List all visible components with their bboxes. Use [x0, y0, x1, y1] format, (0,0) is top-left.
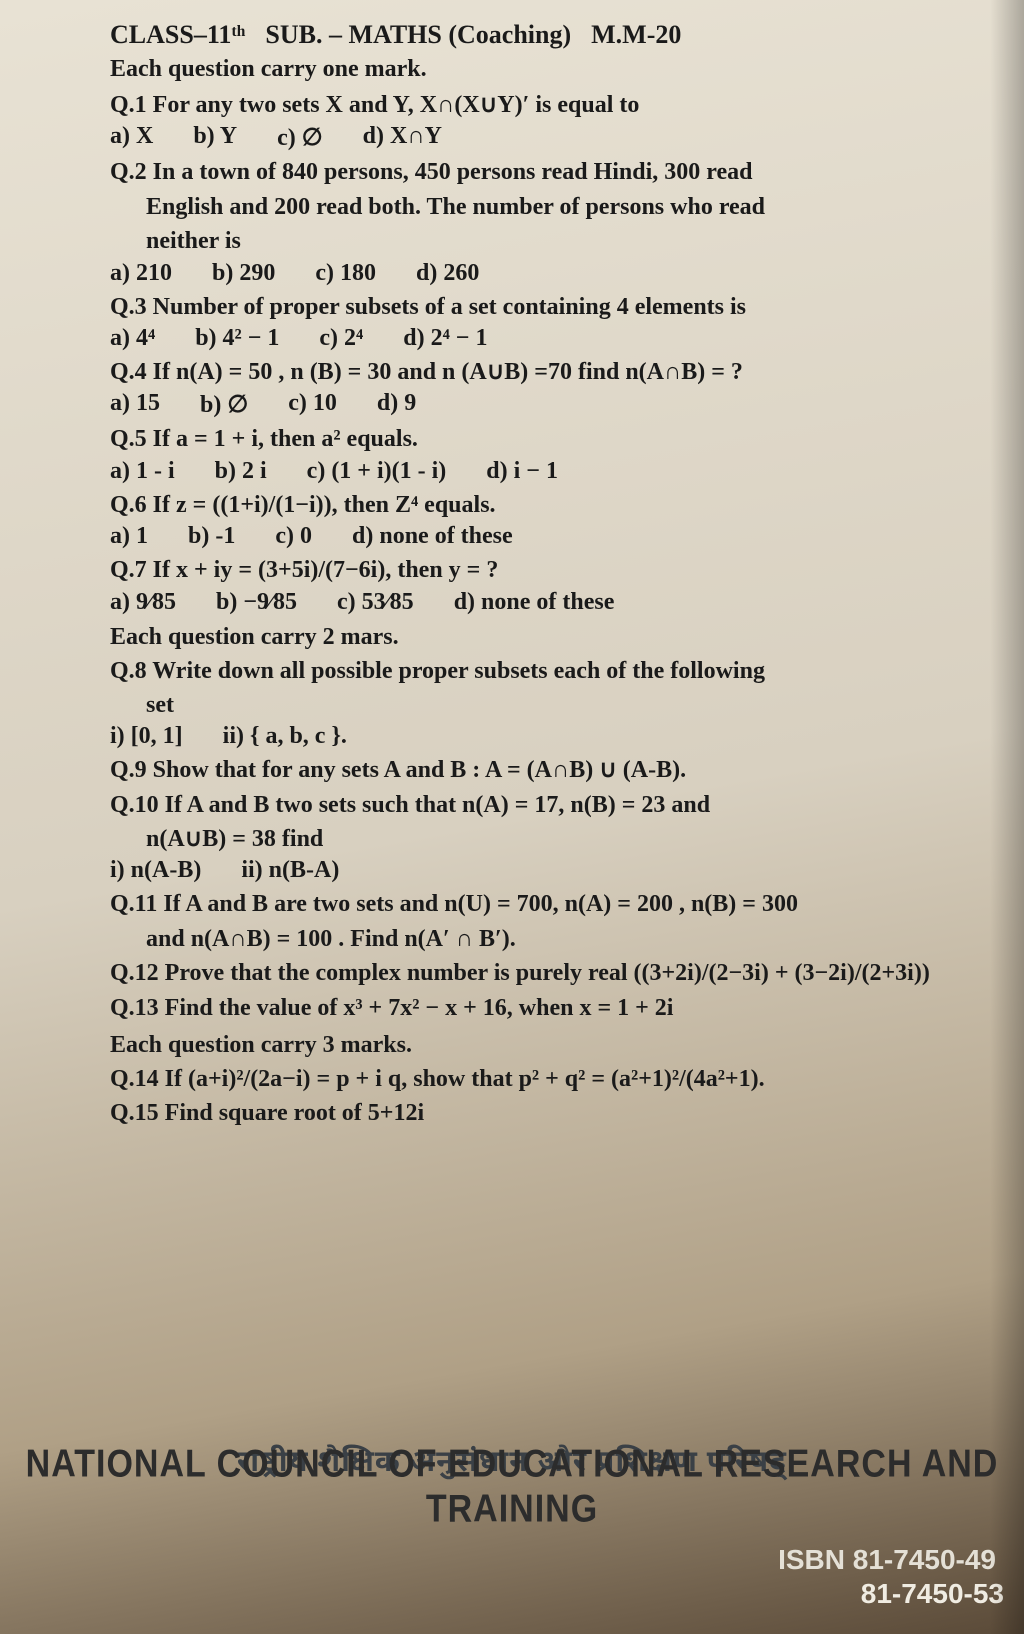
q3-c: c) 2⁴ — [319, 325, 363, 352]
q14-text: Q.14 If (a+i)²/(2a−i) = p + i q, show th… — [110, 1063, 964, 1095]
q1-options: a) X b) Y c) ∅ d) X∩Y — [110, 123, 964, 152]
subject-label: SUB. – MATHS (Coaching) — [265, 20, 571, 50]
q4-b: b) ∅ — [200, 390, 248, 419]
q2-line2: English and 200 read both. The number of… — [146, 191, 964, 223]
q15-text: Q.15 Find square root of 5+12i — [110, 1097, 964, 1129]
q2-line3: neither is — [146, 225, 964, 257]
q8-parts: i) [0, 1] ii) { a, b, c }. — [110, 723, 964, 750]
q11-line1: Q.11 If A and B are two sets and n(U) = … — [110, 888, 964, 920]
q2-d: d) 260 — [416, 260, 479, 287]
q7-a: a) 9⁄85 — [110, 589, 176, 616]
class-label: CLASS–11ᵗʰ — [110, 20, 245, 50]
q1-c: c) ∅ — [277, 123, 323, 152]
q10-ii: ii) n(B-A) — [241, 857, 339, 884]
q8-line1: Q.8 Write down all possible proper subse… — [110, 655, 964, 687]
q5-d: d) i − 1 — [486, 458, 558, 485]
q2-options: a) 210 b) 290 c) 180 d) 260 — [110, 260, 964, 287]
q5-a: a) 1 - i — [110, 458, 175, 485]
exam-page: CLASS–11ᵗʰ SUB. – MATHS (Coaching) M.M-2… — [0, 0, 1024, 1212]
q4-text: Q.4 If n(A) = 50 , n (B) = 30 and n (A∪B… — [110, 356, 964, 388]
q7-d: d) none of these — [454, 589, 615, 616]
q7-b: b) −9⁄85 — [216, 589, 297, 616]
q6-d: d) none of these — [352, 523, 513, 550]
q6-c: c) 0 — [275, 523, 312, 550]
q10-line2: n(A∪B) = 38 find — [146, 823, 964, 855]
q1-a: a) X — [110, 123, 153, 152]
q2-b: b) 290 — [212, 260, 275, 287]
footer-ncert: NATIONAL COUNCIL OF EDUCATIONAL RESEARCH… — [0, 1442, 1024, 1532]
q11-line2: and n(A∩B) = 100 . Find n(A′ ∩ B′). — [146, 923, 964, 955]
q9-text: Q.9 Show that for any sets A and B : A =… — [110, 754, 964, 786]
q8-line2: set — [146, 689, 964, 721]
marks-label: M.M-20 — [591, 20, 681, 50]
q2-line1: Q.2 In a town of 840 persons, 450 person… — [110, 156, 964, 188]
q10-i: i) n(A-B) — [110, 857, 201, 884]
q2-a: a) 210 — [110, 260, 172, 287]
q10-parts: i) n(A-B) ii) n(B-A) — [110, 857, 964, 884]
section-2-title: Each question carry 2 mars. — [110, 624, 964, 651]
q5-b: b) 2 i — [215, 458, 267, 485]
q7-options: a) 9⁄85 b) −9⁄85 c) 53⁄85 d) none of the… — [110, 589, 964, 616]
q1-b: b) Y — [193, 123, 237, 152]
q5-options: a) 1 - i b) 2 i c) (1 + i)(1 - i) d) i −… — [110, 458, 964, 485]
q1-text: Q.1 For any two sets X and Y, X∩(X∪Y)′ i… — [110, 89, 964, 121]
q4-d: d) 9 — [377, 390, 416, 419]
q3-d: d) 2⁴ − 1 — [403, 325, 487, 352]
q4-a: a) 15 — [110, 390, 160, 419]
section-1-title: Each question carry one mark. — [110, 56, 964, 83]
q13-text: Q.13 Find the value of x³ + 7x² − x + 16… — [110, 992, 964, 1024]
q3-b: b) 4² − 1 — [195, 325, 279, 352]
q6-options: a) 1 b) -1 c) 0 d) none of these — [110, 523, 964, 550]
q2-c: c) 180 — [315, 260, 376, 287]
q4-c: c) 10 — [288, 390, 337, 419]
q3-options: a) 4⁴ b) 4² − 1 c) 2⁴ d) 2⁴ − 1 — [110, 325, 964, 352]
q5-text: Q.5 If a = 1 + i, then a² equals. — [110, 423, 964, 455]
q6-text: Q.6 If z = ((1+i)/(1−i)), then Z⁴ equals… — [110, 489, 964, 521]
q6-a: a) 1 — [110, 523, 148, 550]
q8-ii: ii) { a, b, c }. — [223, 723, 347, 750]
q12-text: Q.12 Prove that the complex number is pu… — [110, 957, 964, 989]
q3-a: a) 4⁴ — [110, 325, 155, 352]
q5-c: c) (1 + i)(1 - i) — [307, 458, 447, 485]
q7-c: c) 53⁄85 — [337, 589, 414, 616]
section-3-title: Each question carry 3 marks. — [110, 1032, 964, 1059]
q1-d: d) X∩Y — [363, 123, 442, 152]
footer-isbn-1: ISBN 81-7450-49 — [778, 1544, 996, 1576]
footer-isbn-2: 81-7450-53 — [861, 1578, 1004, 1610]
q6-b: b) -1 — [188, 523, 235, 550]
q3-text: Q.3 Number of proper subsets of a set co… — [110, 291, 964, 323]
q10-line1: Q.10 If A and B two sets such that n(A) … — [110, 789, 964, 821]
page-header: CLASS–11ᵗʰ SUB. – MATHS (Coaching) M.M-2… — [110, 20, 964, 50]
q4-options: a) 15 b) ∅ c) 10 d) 9 — [110, 390, 964, 419]
page-edge-shadow — [990, 0, 1024, 1634]
q8-i: i) [0, 1] — [110, 723, 183, 750]
q7-text: Q.7 If x + iy = (3+5i)/(7−6i), then y = … — [110, 554, 964, 586]
